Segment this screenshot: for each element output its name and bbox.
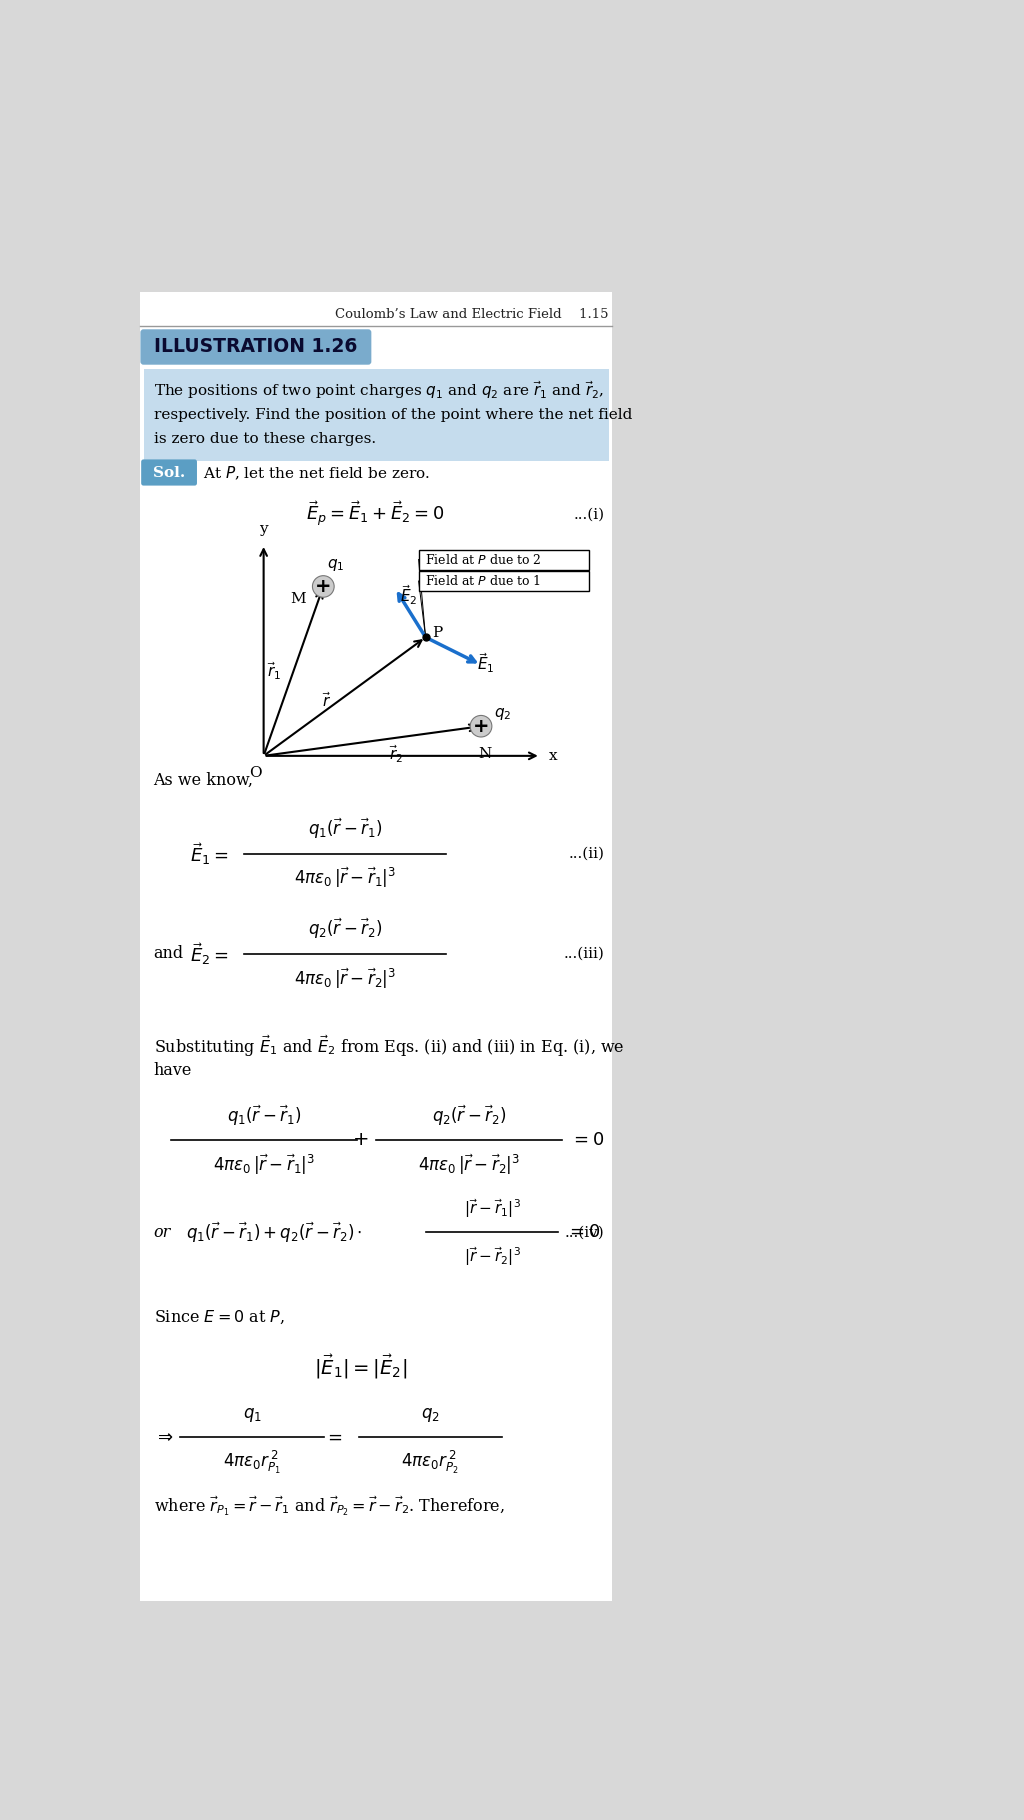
Text: $4\pi\varepsilon_0 r_{P_2}^{\,2}$: $4\pi\varepsilon_0 r_{P_2}^{\,2}$ [401,1449,459,1476]
Text: $\vec{E}_2$: $\vec{E}_2$ [400,582,418,606]
Text: or: or [154,1225,171,1241]
Text: $\vec{r}_2$: $\vec{r}_2$ [389,743,402,764]
Text: The positions of two point charges $q_1$ and $q_2$ are $\vec{r}_1$ and $\vec{r}_: The positions of two point charges $q_1$… [154,379,604,400]
Text: N: N [478,748,492,761]
FancyBboxPatch shape [140,329,372,364]
Text: ...(iii): ...(iii) [564,946,604,961]
Text: $\vec{E}_2 =$: $\vec{E}_2 =$ [190,941,228,966]
Text: $q_1(\vec{r} - \vec{r}_1) + q_2(\vec{r} - \vec{r}_2) \cdot$: $q_1(\vec{r} - \vec{r}_1) + q_2(\vec{r} … [186,1219,362,1245]
Text: ...(i): ...(i) [573,508,604,522]
Text: $4\pi\varepsilon_0\,|\vec{r} - \vec{r}_2|^3$: $4\pi\varepsilon_0\,|\vec{r} - \vec{r}_2… [418,1152,520,1178]
Text: Since $E = 0$ at $P$,: Since $E = 0$ at $P$, [154,1309,285,1325]
Text: +: + [473,717,489,735]
Text: $=$: $=$ [324,1427,343,1445]
Text: ILLUSTRATION 1.26: ILLUSTRATION 1.26 [154,337,357,357]
Text: ...(iv): ...(iv) [565,1225,604,1239]
Text: Coulomb’s Law and Electric Field  1.15: Coulomb’s Law and Electric Field 1.15 [335,308,608,320]
Circle shape [470,715,492,737]
Text: P: P [432,626,442,641]
Text: $q_1(\vec{r} - \vec{r}_1)$: $q_1(\vec{r} - \vec{r}_1)$ [226,1103,301,1128]
Text: where $\vec{r}_{P_1} = \vec{r} - \vec{r}_1$ and $\vec{r}_{P_2} = \vec{r} - \vec{: where $\vec{r}_{P_1} = \vec{r} - \vec{r}… [154,1494,504,1518]
Text: Substituting $\vec{E}_1$ and $\vec{E}_2$ from Eqs. (ii) and (iii) in Eq. (i), we: Substituting $\vec{E}_1$ and $\vec{E}_2$… [154,1034,625,1059]
Text: Field at $P$ due to 1: Field at $P$ due to 1 [425,573,541,588]
Text: At $P$, let the net field be zero.: At $P$, let the net field be zero. [203,464,430,482]
Bar [143,369,608,460]
Text: $\vec{r}$: $\vec{r}$ [323,692,332,710]
Text: $\vec{E}_p = \vec{E}_1 + \vec{E}_2 = 0$: $\vec{E}_p = \vec{E}_1 + \vec{E}_2 = 0$ [306,501,444,530]
Text: $q_2$: $q_2$ [421,1407,439,1425]
Text: +: + [315,577,332,595]
Text: $4\pi\varepsilon_0\,|\vec{r} - \vec{r}_1|^3$: $4\pi\varepsilon_0\,|\vec{r} - \vec{r}_1… [213,1152,314,1178]
Text: $q_2(\vec{r} - \vec{r}_2)$: $q_2(\vec{r} - \vec{r}_2)$ [432,1103,506,1128]
Text: $\vec{E}_1$: $\vec{E}_1$ [477,652,495,675]
Text: have: have [154,1063,191,1079]
FancyBboxPatch shape [141,459,197,486]
Text: and: and [154,945,183,963]
Text: $q_1(\vec{r} - \vec{r}_1)$: $q_1(\vec{r} - \vec{r}_1)$ [308,817,382,841]
Text: As we know,: As we know, [154,772,254,790]
Text: $+$: $+$ [352,1130,369,1148]
Text: x: x [549,748,558,763]
Text: M: M [291,592,306,606]
Text: $= 0$: $= 0$ [566,1223,600,1241]
Text: $q_2(\vec{r} - \vec{r}_2)$: $q_2(\vec{r} - \vec{r}_2)$ [308,917,382,941]
Text: $4\pi\varepsilon_0 r_{P_1}^{\,2}$: $4\pi\varepsilon_0 r_{P_1}^{\,2}$ [223,1449,281,1476]
Text: O: O [249,766,261,779]
Text: $\Rightarrow$: $\Rightarrow$ [154,1427,173,1445]
Bar [419,550,589,570]
Text: $|\vec{r} - \vec{r}_1|^3$: $|\vec{r} - \vec{r}_1|^3$ [464,1198,521,1219]
Text: $q_2$: $q_2$ [494,706,511,721]
Text: $4\pi\varepsilon_0\,|\vec{r} - \vec{r}_1|^3$: $4\pi\varepsilon_0\,|\vec{r} - \vec{r}_1… [294,866,396,890]
Text: Sol.: Sol. [153,466,185,480]
Bar [139,291,612,1600]
Text: y: y [259,522,268,535]
Text: $\vec{E}_1 =$: $\vec{E}_1 =$ [190,841,228,866]
Text: Field at $P$ due to 2: Field at $P$ due to 2 [425,553,542,566]
Text: respectively. Find the position of the point where the net field: respectively. Find the position of the p… [154,408,632,422]
Text: $q_1$: $q_1$ [243,1407,261,1425]
Text: $|\vec{r} - \vec{r}_2|^3$: $|\vec{r} - \vec{r}_2|^3$ [464,1245,521,1269]
Text: is zero due to these charges.: is zero due to these charges. [154,433,376,446]
Text: $4\pi\varepsilon_0\,|\vec{r} - \vec{r}_2|^3$: $4\pi\varepsilon_0\,|\vec{r} - \vec{r}_2… [294,966,396,990]
Text: $\vec{r}_1$: $\vec{r}_1$ [266,661,281,682]
Text: $q_1$: $q_1$ [328,557,345,573]
Circle shape [312,575,334,597]
Bar [419,571,589,592]
Text: ...(ii): ...(ii) [568,846,604,861]
Text: $= 0$: $= 0$ [569,1130,604,1148]
Text: $|\vec{E}_1| = |\vec{E}_2|$: $|\vec{E}_1| = |\vec{E}_2|$ [314,1352,408,1381]
